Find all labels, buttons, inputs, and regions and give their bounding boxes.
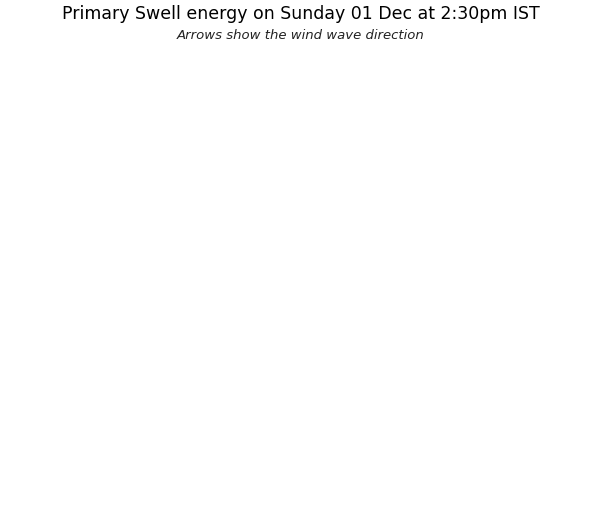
Text: Primary Swell energy on Sunday 01 Dec at 2:30pm IST: Primary Swell energy on Sunday 01 Dec at…: [62, 5, 539, 23]
Text: Install cartopy for map rendering: Install cartopy for map rendering: [186, 271, 415, 286]
Text: Arrows show the wind wave direction: Arrows show the wind wave direction: [177, 29, 424, 41]
